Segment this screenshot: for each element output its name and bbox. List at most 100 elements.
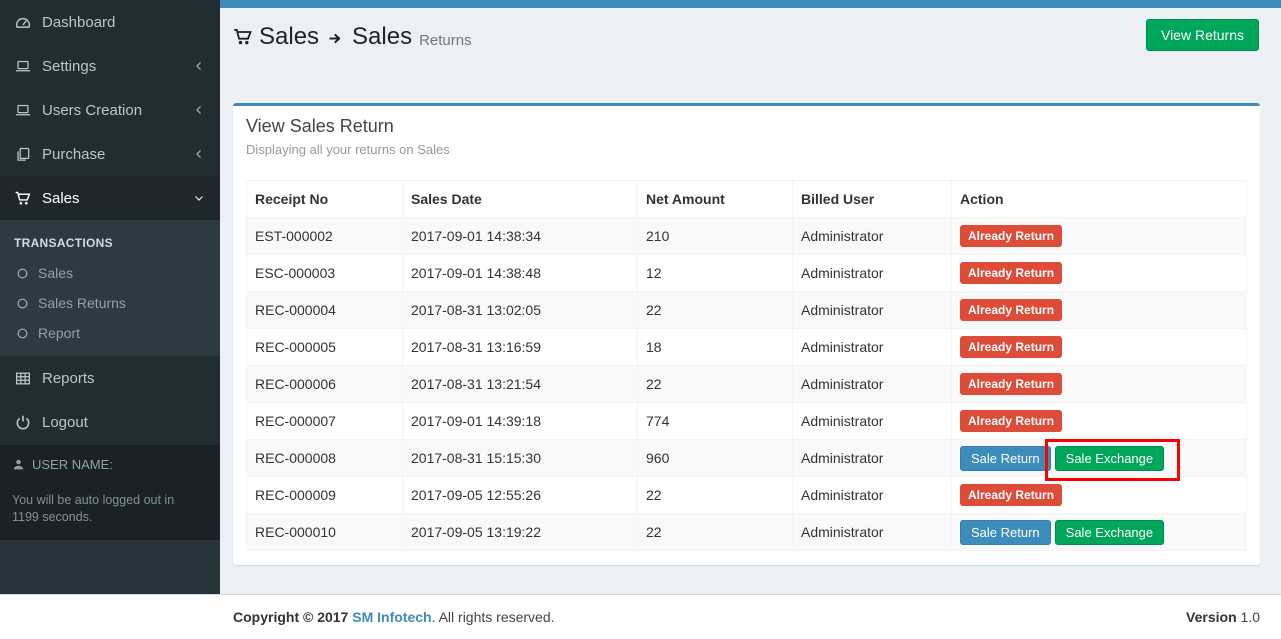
highlighted-action-wrapper: Sale Exchange xyxy=(1044,438,1181,481)
auto-logout-message: You will be auto logged out in 1199 seco… xyxy=(12,493,175,524)
sidebar-item-sales[interactable]: Sales xyxy=(0,176,220,220)
column-header-action: Action xyxy=(951,180,1247,218)
sidebar-item-settings[interactable]: Settings xyxy=(0,44,220,88)
cell-billed-user: Administrator xyxy=(792,254,952,292)
sidebar-item-label: Dashboard xyxy=(42,13,116,31)
cell-billed-user: Administrator xyxy=(792,513,952,551)
returns-table-body: EST-000002 2017-09-01 14:38:34 210 Administ… xyxy=(246,217,1247,551)
cell-receipt-no: REC-000005 xyxy=(246,328,403,366)
footer: Copyright © 2017 SM Infotech. All rights… xyxy=(0,594,1281,639)
table-icon xyxy=(14,370,32,387)
table-row: REC-000010 2017-09-05 13:19:22 22 Administr… xyxy=(246,513,1247,551)
sale-exchange-button[interactable]: Sale Exchange xyxy=(1054,519,1165,545)
already-return-badge: Already Return xyxy=(960,336,1063,358)
cell-billed-user: Administrator xyxy=(792,291,952,329)
version-text: Version 1.0 xyxy=(1186,609,1260,625)
table-row: REC-000005 2017-08-31 13:16:59 18 Administr… xyxy=(246,328,1247,366)
cell-net-amount: 22 xyxy=(637,476,793,514)
sales-return-panel: View Sales Return Displaying all your re… xyxy=(233,103,1260,565)
breadcrumb-root: Sales xyxy=(259,23,320,50)
chevron-left-icon xyxy=(193,104,205,116)
cell-sales-date: 2017-09-01 14:38:48 xyxy=(402,254,638,292)
chevron-left-icon xyxy=(193,60,205,72)
column-header-billed-user: Billed User xyxy=(792,180,952,218)
cell-billed-user: Administrator xyxy=(792,365,952,403)
page-title-text: Sales xyxy=(352,23,413,50)
cell-billed-user: Administrator xyxy=(792,328,952,366)
cell-action: Already Return xyxy=(951,476,1247,514)
cell-receipt-no: EST-000002 xyxy=(246,217,403,255)
sidebar-item-label: Users Creation xyxy=(42,101,143,119)
panel-title: View Sales Return xyxy=(246,116,394,136)
page-title: Sales Sales Returns xyxy=(233,23,1281,51)
cell-net-amount: 774 xyxy=(637,402,793,440)
content-header: Sales Sales Returns View Returns xyxy=(220,8,1281,103)
sale-return-button[interactable]: Sale Return xyxy=(960,445,1051,471)
sidebar-item-label: Reports xyxy=(42,369,95,387)
cell-receipt-no: REC-000009 xyxy=(246,476,403,514)
cell-action: Already Return xyxy=(951,217,1247,255)
shopping-cart-icon xyxy=(14,190,32,207)
laptop-icon xyxy=(14,102,32,119)
cell-sales-date: 2017-08-31 13:16:59 xyxy=(402,328,638,366)
sidebar-subitem-sales[interactable]: Sales xyxy=(0,258,220,288)
cell-sales-date: 2017-09-01 14:39:18 xyxy=(402,402,638,440)
table-row: REC-000007 2017-09-01 14:39:18 774 Administ… xyxy=(246,402,1247,440)
sale-exchange-button[interactable]: Sale Exchange xyxy=(1054,445,1165,471)
sidebar-subitem-sales-returns[interactable]: Sales Returns xyxy=(0,288,220,318)
sidebar-main-menu: Dashboard Settings Users Creation Pur xyxy=(0,0,220,220)
panel-subtitle: Displaying all your returns on Sales xyxy=(246,142,450,157)
cell-sales-date: 2017-08-31 13:02:05 xyxy=(402,291,638,329)
column-header-net-amount: Net Amount xyxy=(637,180,793,218)
circle-outline-icon xyxy=(16,267,29,280)
view-returns-button[interactable]: View Returns xyxy=(1145,19,1259,51)
cell-billed-user: Administrator xyxy=(792,439,952,477)
sales-submenu: TRANSACTIONS Sales Sales Returns Report xyxy=(0,220,220,356)
already-return-badge: Already Return xyxy=(960,225,1063,247)
cell-receipt-no: ESC-000003 xyxy=(246,254,403,292)
table-row: EST-000002 2017-09-01 14:38:34 210 Administ… xyxy=(246,217,1247,255)
already-return-badge: Already Return xyxy=(960,262,1063,284)
cell-net-amount: 22 xyxy=(637,513,793,551)
cell-receipt-no: REC-000007 xyxy=(246,402,403,440)
page-subtitle: Returns xyxy=(419,32,472,49)
cell-net-amount: 22 xyxy=(637,365,793,403)
sidebar-item-users-creation[interactable]: Users Creation xyxy=(0,88,220,132)
cell-sales-date: 2017-09-05 13:19:22 xyxy=(402,513,638,551)
cell-action: Already Return xyxy=(951,328,1247,366)
cell-action: Sale Return Sale Exchange xyxy=(951,513,1247,551)
sidebar-item-label: Sales xyxy=(42,189,80,207)
main-content: Sales Sales Returns View Returns View Sa… xyxy=(220,8,1281,594)
copyright-text: Copyright © 2017 SM Infotech. All rights… xyxy=(233,609,555,625)
cell-action: Sale Return Sale Exchange xyxy=(951,438,1247,481)
cell-sales-date: 2017-09-01 14:38:34 xyxy=(402,217,638,255)
company-link[interactable]: SM Infotech xyxy=(352,609,432,625)
sale-return-button[interactable]: Sale Return xyxy=(960,519,1051,545)
sidebar-item-reports[interactable]: Reports xyxy=(0,356,220,400)
sidebar-filler xyxy=(0,540,220,594)
user-name-label: USER NAME: xyxy=(32,457,113,472)
cell-net-amount: 12 xyxy=(637,254,793,292)
already-return-badge: Already Return xyxy=(960,410,1063,432)
already-return-badge: Already Return xyxy=(960,373,1063,395)
submenu-header: TRANSACTIONS xyxy=(14,236,113,250)
sidebar-item-logout[interactable]: Logout xyxy=(0,400,220,444)
user-info-block: USER NAME: You will be auto logged out i… xyxy=(0,445,220,540)
cell-receipt-no: REC-000010 xyxy=(246,513,403,551)
sidebar-item-label: Settings xyxy=(42,57,97,75)
cell-action: Already Return xyxy=(951,254,1247,292)
cell-action: Already Return xyxy=(951,402,1247,440)
dashboard-icon xyxy=(14,14,32,31)
sidebar-subitem-report[interactable]: Report xyxy=(0,318,220,348)
cell-billed-user: Administrator xyxy=(792,476,952,514)
version-label: Version xyxy=(1186,609,1237,625)
sidebar-bottom-menu: Reports Logout xyxy=(0,356,220,444)
chevron-down-icon xyxy=(193,192,205,204)
already-return-badge: Already Return xyxy=(960,299,1063,321)
sidebar-item-dashboard[interactable]: Dashboard xyxy=(0,0,220,44)
cell-receipt-no: REC-000004 xyxy=(246,291,403,329)
arrow-right-icon xyxy=(328,31,343,46)
sidebar-item-purchase[interactable]: Purchase xyxy=(0,132,220,176)
cell-action: Already Return xyxy=(951,291,1247,329)
table-row: ESC-000003 2017-09-01 14:38:48 12 Administr… xyxy=(246,254,1247,292)
